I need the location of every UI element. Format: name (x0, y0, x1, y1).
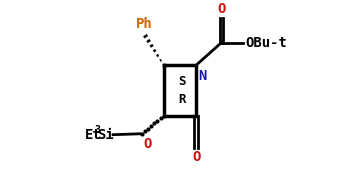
Text: R: R (178, 93, 185, 106)
Text: Et: Et (85, 128, 102, 142)
Text: OBu-t: OBu-t (245, 36, 287, 50)
Text: Si: Si (97, 128, 114, 142)
Text: Ph: Ph (135, 17, 152, 31)
Text: N: N (198, 69, 206, 83)
Text: O: O (217, 2, 226, 16)
Text: O: O (192, 150, 200, 164)
Text: S: S (178, 75, 185, 88)
Text: 3: 3 (94, 125, 100, 135)
Text: O: O (143, 136, 151, 151)
